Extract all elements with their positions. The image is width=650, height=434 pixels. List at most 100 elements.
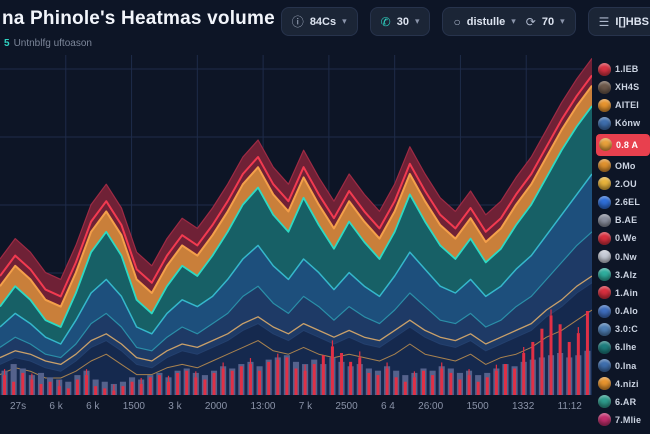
blue-band-edge: [0, 173, 593, 345]
toolbar-button-1-0[interactable]: ✆ 30 ▾: [381, 16, 420, 28]
coin-list-item-15[interactable]: 6.Ihe: [598, 339, 650, 355]
candle-bar: [121, 386, 125, 395]
coin-list-item-13[interactable]: 0.Alo: [598, 303, 650, 319]
toolbar-button-3-0[interactable]: ☰ I[]HBS: [599, 16, 649, 28]
coin-icon: [598, 304, 611, 318]
chart-canvas[interactable]: [0, 55, 593, 396]
coin-label: B.AE: [615, 215, 638, 226]
coin-icon: [598, 359, 611, 372]
toolbar-button-label: I[]HBS: [615, 15, 649, 28]
coin-icon: [599, 138, 612, 152]
candle-bar: [258, 370, 262, 395]
toolbar: ⓘ 84Cs ▾ ✆ 30 ▾ ○ distulle ▾ ⟳ 70 ▾ ☰ I[]HBS: [280, 7, 650, 36]
toolbar-button-2-0[interactable]: ○ distulle ▾: [453, 16, 515, 28]
refresh-icon: ⟳: [525, 14, 536, 29]
candle-bar: [403, 381, 407, 395]
candle-bar: [531, 341, 535, 395]
x-axis-labels: 27s 6 k 6 k 1500 3 k 2000 13:00 7 k 2500 6 4 26:00…: [0, 397, 592, 415]
coin-list-item-18[interactable]: 6.AR: [598, 394, 650, 410]
coin-label: Kónw: [615, 118, 641, 129]
candle-bar: [494, 370, 498, 395]
x-tick-2: 6 k: [86, 400, 100, 412]
coin-icon: [598, 377, 611, 391]
candle-bar: [567, 341, 571, 395]
toolbar-button-label: 70: [541, 15, 555, 28]
coin-list-item-2[interactable]: AITEI: [598, 97, 650, 113]
candle-bar: [39, 383, 43, 395]
coin-list-item-0[interactable]: 1.IEB: [598, 61, 650, 77]
coin-list-item-17[interactable]: 4.nizi: [598, 376, 650, 392]
candle-bar: [157, 375, 161, 395]
coin-list-item-5[interactable]: OMo: [598, 158, 650, 174]
candle-bar: [349, 361, 353, 395]
coin-icon: [598, 213, 611, 227]
tan-line-upper: [0, 275, 593, 366]
coin-list-item-6[interactable]: 2.OU: [598, 176, 650, 192]
caret-down-icon: ▾: [414, 16, 420, 26]
deep-navy-band-edge: [0, 282, 593, 372]
candle-bar: [303, 370, 307, 395]
candle-bar: [66, 388, 70, 395]
candle-bar: [431, 375, 435, 395]
coin-label: 6.Ihe: [615, 342, 637, 353]
candle-bar: [239, 366, 243, 395]
candle-bar: [394, 377, 398, 395]
x-tick-8: 2500: [335, 400, 358, 412]
coin-label: 4.nizi: [615, 378, 639, 389]
toolbar-button-2-1[interactable]: ⟳ 70 ▾: [526, 16, 565, 28]
coin-label: 3.0:C: [615, 324, 639, 335]
coin-list-item-8[interactable]: B.AE: [598, 212, 650, 228]
coin-list-item-12[interactable]: 1.Ain: [598, 285, 650, 301]
candle-bar: [513, 368, 517, 395]
x-tick-9: 6 4: [380, 400, 395, 412]
coin-icon: [598, 177, 611, 191]
coin-label: 6.AR: [615, 396, 637, 407]
toolbar-pill-3: ☰ I[]HBS: [587, 7, 650, 36]
candle-bar: [585, 311, 589, 395]
crimson-band-edge: [0, 58, 593, 280]
coin-label: XH4S: [615, 82, 640, 93]
candle-bar: [458, 379, 462, 395]
candle-bar: [176, 372, 180, 395]
candle-bar: [166, 381, 170, 395]
x-tick-10: 26:00: [418, 400, 444, 412]
coin-icon: [598, 286, 611, 300]
candle-bar: [449, 372, 453, 395]
toolbar-pill-1: ✆ 30 ▾: [369, 7, 431, 36]
coin-label: 1.Ain: [615, 287, 639, 298]
candle-bar: [21, 372, 25, 395]
coin-list-item-1[interactable]: XH4S: [598, 79, 650, 95]
volume-area-chart[interactable]: [0, 55, 593, 396]
coin-list-item-11[interactable]: 3.Alz: [598, 267, 650, 283]
coin-list-item-16[interactable]: 0.Ina: [598, 358, 650, 374]
coin-icon: [598, 195, 611, 209]
x-tick-0: 27s: [10, 400, 27, 412]
candle-bar: [330, 346, 334, 395]
x-tick-5: 2000: [204, 400, 228, 412]
coin-list-item-14[interactable]: 3.0:C: [598, 321, 650, 337]
toolbar-button-0-0[interactable]: ⓘ 84Cs ▾: [292, 16, 347, 28]
coin-icon: [598, 322, 611, 336]
coin-icon: [598, 231, 611, 245]
toolbar-pill-0: ⓘ 84Cs ▾: [280, 7, 358, 36]
candle-bar: [340, 353, 344, 395]
coin-list-item-3[interactable]: Kónw: [598, 115, 650, 131]
x-tick-7: 7 k: [298, 400, 313, 412]
x-tick-13: 11:12: [557, 400, 582, 412]
x-tick-12: 1332: [512, 400, 535, 412]
coin-list-item-7[interactable]: 2.6EL: [598, 194, 650, 210]
coin-label: 0.Alo: [615, 306, 639, 317]
candle-bar: [576, 333, 580, 395]
coin-list-sidebar: 1.IEB XH4S AITEI Kónw 0.8 A OMo 2.OU 2.6EL B.AE 0…: [592, 55, 650, 434]
x-tick-4: 3 k: [168, 400, 182, 412]
candle-bar: [30, 379, 34, 395]
subtitle-count: 5: [4, 38, 10, 49]
coin-label: 2.OU: [615, 178, 637, 189]
coin-list-item-4[interactable]: 0.8 A: [596, 133, 650, 156]
candle-bar: [540, 328, 544, 395]
coin-list-item-10[interactable]: 0.Nw: [598, 249, 650, 265]
coin-list-item-19[interactable]: 7.Mlie: [598, 412, 650, 428]
coin-icon: [598, 116, 611, 130]
coin-list-item-9[interactable]: 0.We: [598, 230, 650, 246]
candle-bar: [485, 377, 489, 395]
